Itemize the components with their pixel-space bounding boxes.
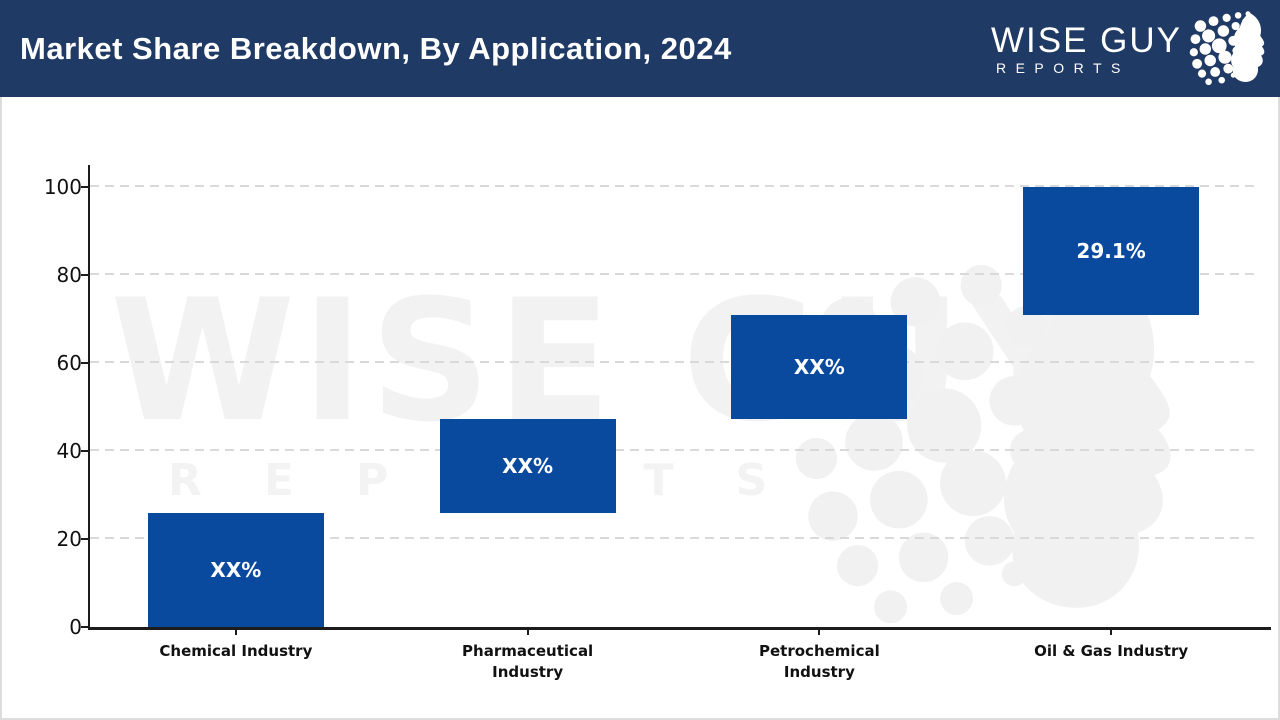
y-tick-label-100: 100: [43, 175, 82, 199]
page-title: Market Share Breakdown, By Application, …: [20, 30, 732, 66]
x-axis-label-chemical-industry: Chemical Industry: [159, 642, 313, 660]
y-tick-mark-0: [81, 626, 90, 628]
y-tick-mark-80: [81, 274, 90, 276]
x-tick-mark-chemical-industry: [234, 627, 237, 635]
gridline-60: [90, 361, 1257, 363]
y-tick-label-80: 80: [56, 263, 82, 287]
y-tick-mark-20: [81, 538, 90, 540]
gridline-100: [90, 185, 1257, 187]
chart-figure: WISE GUY REPORTS XX%XX%XX%29.1% 02040608…: [0, 97, 1280, 720]
y-tick-label-60: 60: [56, 351, 82, 375]
logo-wordmark: WISE GUY: [990, 20, 1182, 60]
bar-pharmaceutical-industry: XX%: [439, 418, 616, 514]
bar-value-label: XX%: [793, 354, 845, 379]
bar-petrochemical-industry: XX%: [731, 315, 908, 419]
x-tick-mark-petrochemical-industry: [818, 627, 821, 635]
logo-text: WISE GUY REPORTS: [991, 23, 1182, 75]
x-axis-label-petrochemical-industry: Petrochemical Industry: [759, 642, 880, 681]
y-tick-mark-100: [81, 186, 90, 188]
bar-value-label: XX%: [502, 454, 554, 479]
y-axis-line: [88, 165, 90, 627]
logo-subtitle: REPORTS: [995, 59, 1130, 76]
gridline-80: [90, 273, 1257, 275]
y-tick-mark-40: [81, 450, 90, 452]
x-axis-line: [88, 627, 1271, 630]
logo-face-icon: [1189, 10, 1265, 85]
x-axis-label-pharmaceutical-industry: Pharmaceutical Industry: [462, 642, 594, 681]
gridline-20: [90, 537, 1257, 539]
plot-area: XX% XX% XX% 29.1%: [88, 165, 1271, 630]
y-tick-mark-60: [81, 362, 90, 364]
header-bar: Market Share Breakdown, By Application, …: [0, 0, 1280, 97]
bar-chemical-industry: XX%: [147, 513, 324, 627]
x-tick-mark-pharmaceutical-industry: [526, 627, 529, 635]
bar-oil-gas-industry: 29.1%: [1023, 187, 1200, 316]
y-tick-label-40: 40: [56, 439, 82, 463]
wiseguy-logo: WISE GUY REPORTS: [991, 8, 1266, 90]
x-tick-mark-oil-gas-industry: [1110, 627, 1113, 635]
gridline-40: [90, 449, 1257, 451]
y-tick-label-0: 0: [69, 615, 82, 639]
x-axis-label-oil-gas-industry: Oil & Gas Industry: [1034, 642, 1189, 660]
bar-value-label: 29.1%: [1076, 239, 1146, 264]
y-tick-label-20: 20: [56, 527, 82, 551]
bar-value-label: XX%: [210, 558, 262, 583]
